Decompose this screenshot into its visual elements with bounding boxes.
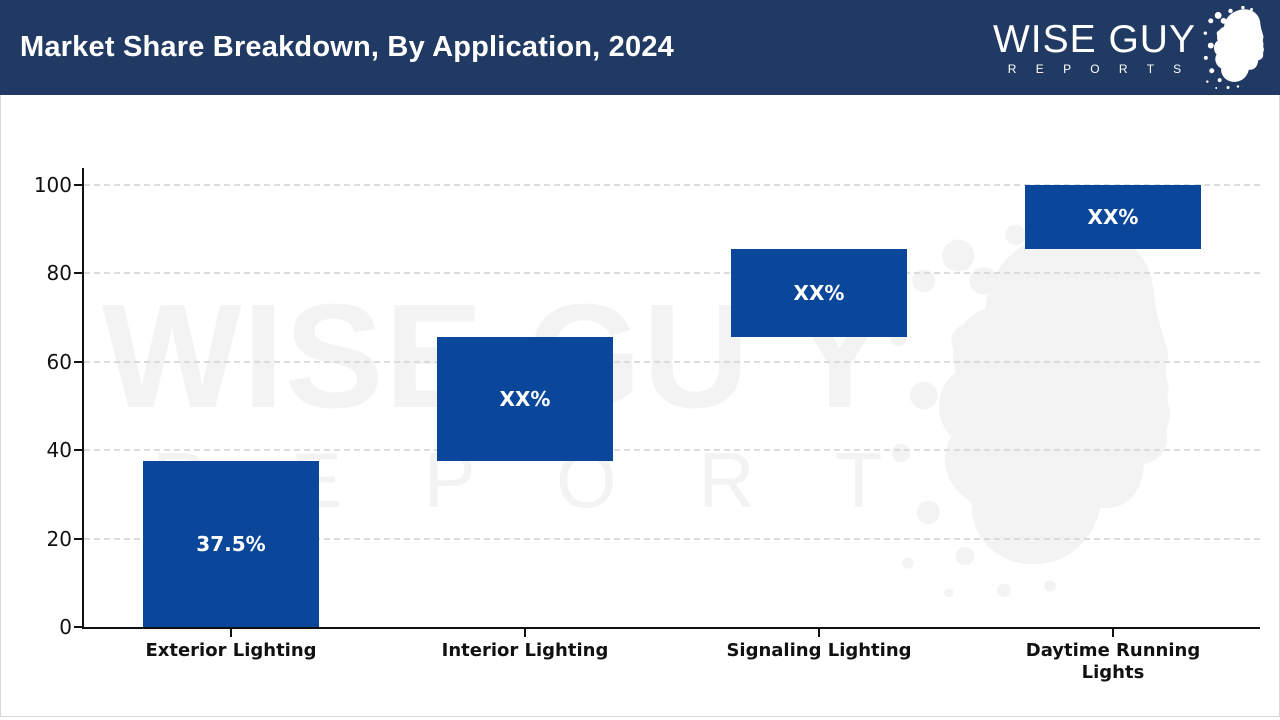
y-axis-tickmark — [74, 537, 83, 540]
bar-value-label: XX% — [793, 281, 845, 306]
y-axis-tick-label: 0 — [59, 615, 72, 639]
bar-signaling-lighting: XX% — [731, 249, 907, 338]
header: Market Share Breakdown, By Application, … — [0, 0, 1280, 95]
y-axis-line — [82, 168, 84, 629]
y-axis-tick-label: 80 — [46, 261, 72, 286]
x-axis-tickmark — [1112, 629, 1114, 637]
bar-value-label: XX% — [1087, 205, 1139, 230]
logo-text: WISE GUY R E P O R T S — [993, 20, 1196, 76]
watermark-head-graphic — [890, 212, 1171, 598]
bar-value-label: 37.5% — [196, 532, 266, 557]
y-axis-tick-label: 20 — [46, 526, 72, 551]
logo-head-icon — [1203, 5, 1264, 89]
y-axis-tick-label: 60 — [46, 349, 72, 374]
x-axis-category-label: Signaling Lighting — [726, 640, 912, 661]
y-axis-tick-label: 40 — [46, 438, 72, 463]
left-rule — [0, 95, 1, 717]
wise-guy-reports-logo: WISE GUY R E P O R T S — [993, 5, 1266, 90]
y-axis-tickmark — [74, 184, 83, 186]
gridline-40 — [84, 449, 1260, 452]
x-axis-category-label: Exterior Lighting — [145, 640, 317, 661]
bar-interior-lighting: XX% — [437, 337, 613, 462]
y-axis-tickmark — [74, 626, 83, 628]
x-axis-line — [82, 627, 1260, 629]
chart-title: Market Share Breakdown, By Application, … — [20, 31, 674, 63]
gridline-80 — [84, 272, 1260, 275]
logo-subtitle: R E P O R T S — [1007, 61, 1190, 76]
x-axis-category-label: Daytime Running Lights — [1025, 640, 1201, 683]
watermark-text-1: WISE GU — [102, 274, 751, 439]
y-axis-tick-label: 100 — [33, 173, 72, 197]
bar-value-label: XX% — [499, 387, 551, 412]
x-axis-tickmark — [230, 629, 232, 637]
y-axis-tickmark — [74, 272, 83, 275]
bar-daytime-running-lights: XX% — [1025, 185, 1201, 250]
x-axis-category-label: Interior Lighting — [441, 640, 609, 661]
gridline-60 — [84, 360, 1260, 363]
x-axis-tickmark — [818, 629, 820, 637]
bottom-rule — [0, 716, 1280, 717]
gridline-20 — [84, 537, 1260, 540]
gridline-100 — [84, 184, 1260, 186]
y-axis-tickmark — [74, 360, 83, 363]
logo-wordmark: WISE GUY — [992, 17, 1196, 61]
y-axis-tickmark — [74, 449, 83, 452]
bar-exterior-lighting: 37.5% — [143, 461, 319, 627]
x-axis-tickmark — [524, 629, 526, 637]
